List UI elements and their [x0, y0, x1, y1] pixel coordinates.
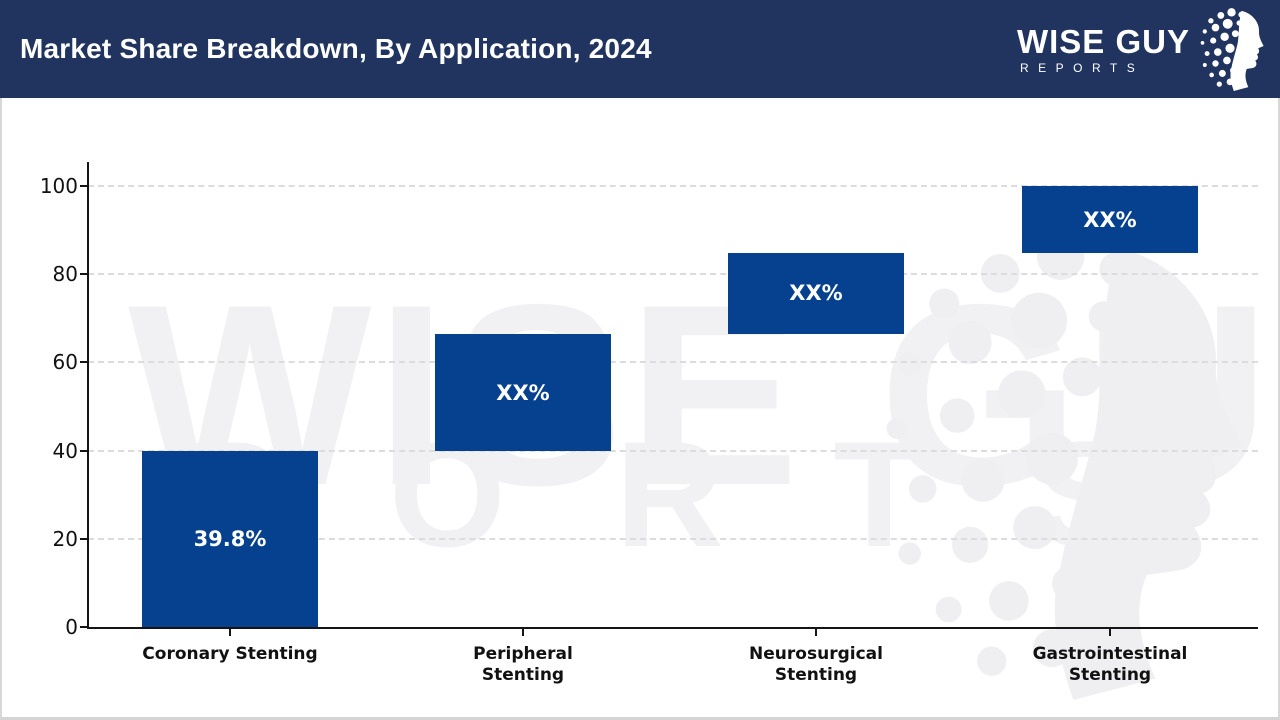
x-category-label-line: Neurosurgical: [749, 644, 883, 664]
header-bar: Market Share Breakdown, By Application, …: [0, 0, 1280, 98]
x-category-label-line: Coronary Stenting: [142, 644, 318, 664]
logo-wordmark: WISE GUY: [1016, 22, 1190, 60]
bar-1: 39.8%: [142, 451, 318, 627]
logo-text: WISE GUY REPORTS: [1017, 25, 1190, 74]
gridline-60: [88, 361, 1258, 364]
y-axis-spine: [87, 162, 89, 629]
bar-value-label: XX%: [789, 281, 843, 306]
bar-value-label: XX%: [496, 380, 550, 405]
watermark-subtitle: P O R T S: [182, 410, 1169, 578]
x-category-label-line: Stenting: [1068, 665, 1152, 685]
gridline-80: [88, 273, 1258, 276]
y-tick-mark: [80, 537, 87, 540]
y-tick-mark: [80, 626, 87, 628]
gridline-20: [88, 537, 1258, 540]
y-tick-label: 60: [52, 350, 78, 375]
x-tick-mark: [815, 629, 817, 636]
y-tick-mark: [80, 185, 87, 187]
x-category-label: Peripheral Stenting: [377, 644, 669, 686]
x-category-label: Neurosurgical Stenting: [670, 644, 962, 686]
dotted-head-icon: [1200, 8, 1264, 91]
x-category-label: Coronary Stenting: [84, 644, 376, 665]
y-tick-label: 40: [52, 438, 78, 463]
x-category-label-line: Stenting: [481, 665, 565, 685]
y-tick-mark: [80, 361, 87, 364]
chart-area: WISE GUY P O R T S 02040608010039.8%XX%X…: [0, 98, 1280, 720]
x-axis-spine: [87, 627, 1258, 629]
y-tick-label: 80: [52, 262, 78, 287]
x-tick-mark: [229, 629, 231, 636]
y-tick-mark: [80, 273, 87, 276]
gridline-100: [88, 185, 1258, 187]
bar-value-label: XX%: [1083, 207, 1137, 232]
y-tick-label: 100: [39, 174, 78, 198]
page-title: Market Share Breakdown, By Application, …: [20, 33, 652, 64]
x-tick-mark: [522, 629, 524, 636]
logo-subtitle: REPORTS: [1019, 60, 1145, 75]
bar-value-label: 39.8%: [193, 527, 267, 552]
x-category-label-line: Stenting: [774, 665, 858, 685]
x-tick-mark: [1109, 629, 1111, 636]
y-tick-label: 0: [65, 615, 78, 639]
gridline-40: [88, 449, 1258, 452]
y-tick-mark: [80, 449, 87, 452]
wise-guy-reports-logo: WISE GUY REPORTS: [1017, 7, 1266, 91]
bar-3: XX%: [728, 253, 904, 334]
x-category-label: Gastrointestinal Stenting: [964, 644, 1256, 686]
bar-4: XX%: [1022, 186, 1198, 254]
x-category-label-line: Gastrointestinal: [1032, 644, 1188, 664]
x-category-label-line: Peripheral: [473, 644, 573, 664]
bar-2: XX%: [435, 333, 611, 452]
y-tick-label: 20: [52, 526, 78, 551]
